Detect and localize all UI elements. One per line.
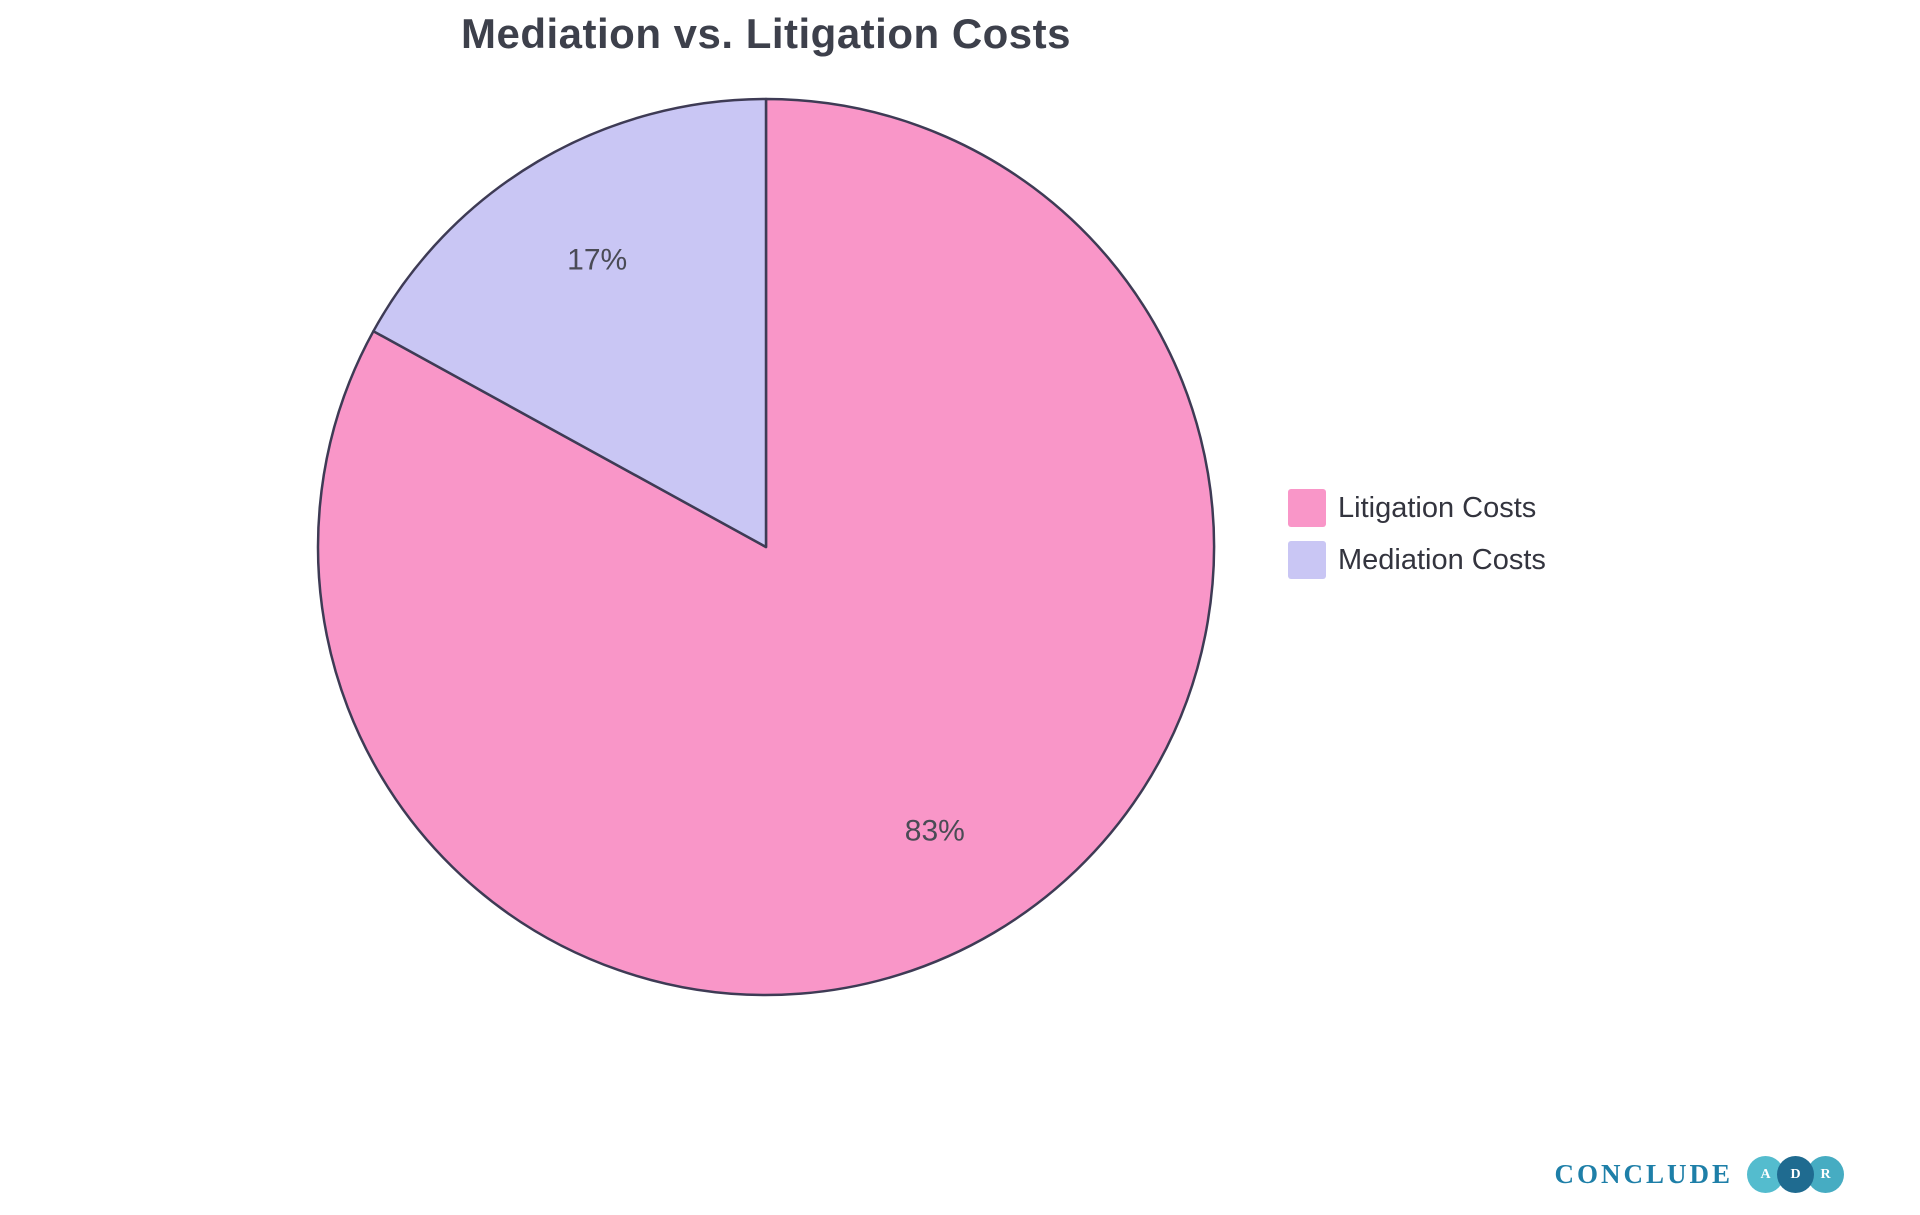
brand-logo: CONCLUDE A D R [1554,1156,1844,1193]
brand-badge-d: D [1777,1156,1814,1193]
pie-slice-mediation-costs [372,97,768,549]
legend-swatch-litigation [1288,489,1326,527]
legend-item-litigation-costs: Litigation Costs [1288,489,1546,527]
legend-swatch-mediation [1288,541,1326,579]
legend: Litigation Costs Mediation Costs [1288,489,1546,579]
brand-badges: A D R [1747,1156,1844,1193]
legend-label-litigation: Litigation Costs [1338,491,1537,524]
pie-slice-percent-label: 83% [905,814,965,847]
legend-label-mediation: Mediation Costs [1338,543,1546,576]
chart-title: Mediation vs. Litigation Costs [460,10,1072,57]
legend-item-mediation-costs: Mediation Costs [1288,541,1546,579]
pie-slice-percent-label: 17% [567,244,627,277]
brand-wordmark: CONCLUDE [1554,1159,1733,1189]
